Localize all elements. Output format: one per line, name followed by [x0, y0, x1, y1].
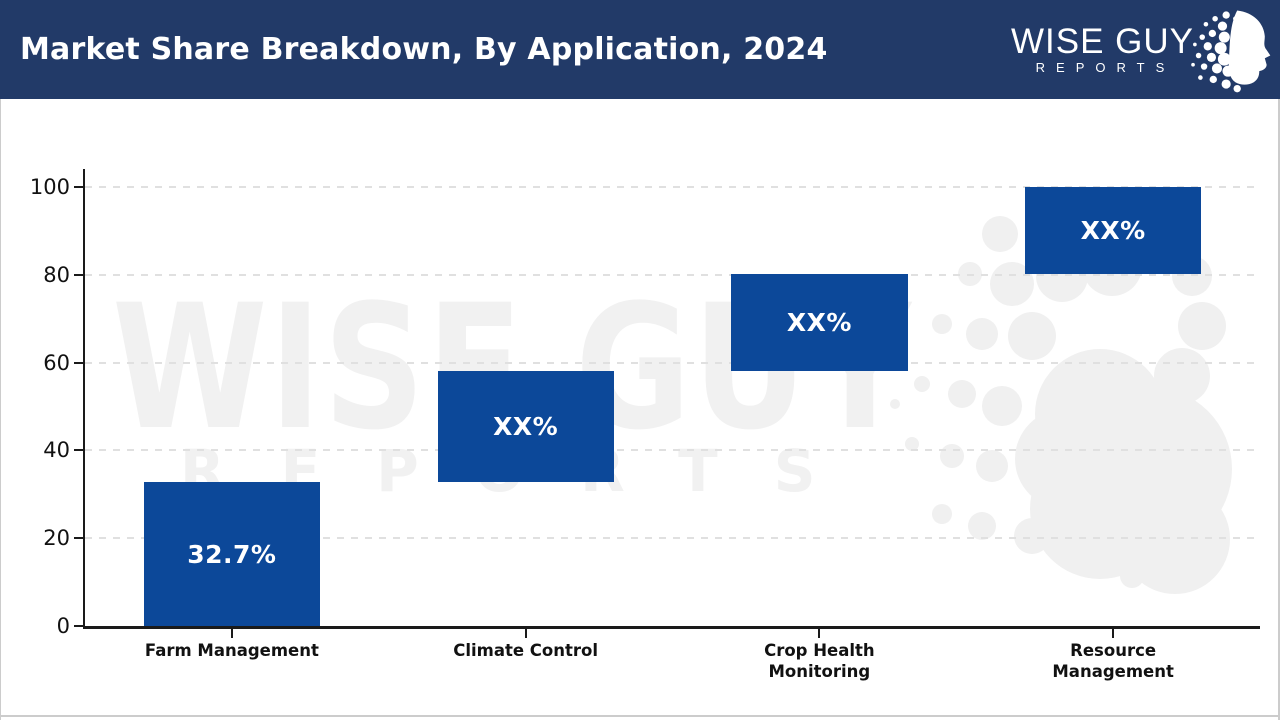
y-tick-40	[74, 449, 83, 452]
chart-area: WISE GUY REPORTS	[0, 99, 1280, 720]
y-tick-label-20: 20	[43, 526, 70, 551]
x-category-label-climate-control: Climate Control	[379, 641, 673, 662]
y-tick-label-80: 80	[43, 262, 70, 287]
y-axis-line	[83, 169, 85, 626]
wiseguy-logo: WISE GUY REPORTS	[1011, 0, 1274, 99]
bar-value-label-resource-management: XX%	[1080, 215, 1146, 245]
x-category-label-crop-health-monitoring: Crop Health Monitoring	[673, 641, 967, 682]
page-border-bottom	[0, 715, 1280, 717]
bar-crop-health-monitoring: XX%	[731, 273, 908, 371]
x-category-label-line: Farm Management	[144, 641, 319, 660]
gridline-100	[85, 186, 1260, 188]
gridline-80	[85, 273, 1260, 276]
x-category-label-farm-management: Farm Management	[85, 641, 379, 662]
x-category-label-line: Climate Control	[453, 641, 599, 660]
y-tick-0	[74, 625, 83, 627]
header-bar: Market Share Breakdown, By Application, …	[0, 0, 1280, 99]
y-tick-label-100: 100	[29, 175, 70, 199]
page-border-right	[1278, 99, 1280, 720]
plot-area: 0 20 40 60 80 100 32.7% Farm Management XX% Clima…	[30, 169, 1260, 681]
gridline-60	[85, 361, 1260, 364]
x-category-label-resource-management: Resource Management	[966, 641, 1260, 682]
y-tick-80	[74, 273, 83, 276]
y-tick-20	[74, 537, 83, 540]
gridline-40	[85, 449, 1260, 452]
logo-face-icon	[1191, 9, 1271, 92]
y-tick-label-60: 60	[43, 350, 70, 375]
y-tick-label-40: 40	[43, 438, 70, 463]
x-category-label-line: Management	[1052, 661, 1174, 681]
bar-resource-management: XX%	[1025, 187, 1202, 274]
x-axis-line	[83, 626, 1260, 629]
gridline-20	[85, 537, 1260, 540]
x-tick-crop-health-monitoring	[818, 629, 821, 638]
x-category-label-line: Monitoring	[768, 661, 871, 681]
y-tick-60	[74, 361, 83, 364]
logo-text: WISE GUY REPORTS	[1010, 21, 1194, 76]
x-tick-resource-management	[1112, 629, 1115, 638]
logo-wiseguy-text: WISE GUY	[1010, 21, 1194, 61]
x-tick-climate-control	[524, 629, 527, 638]
bar-climate-control: XX%	[437, 370, 614, 483]
page-border-left	[0, 99, 1, 720]
bar-value-label-climate-control: XX%	[493, 411, 559, 441]
x-category-label-line: Resource	[1070, 641, 1157, 660]
y-tick-100	[74, 186, 83, 188]
logo-reports-text: REPORTS	[1035, 60, 1176, 76]
bar-value-label-crop-health-monitoring: XX%	[786, 307, 852, 337]
page-title: Market Share Breakdown, By Application, …	[20, 32, 828, 67]
y-tick-label-0: 0	[56, 614, 70, 638]
bar-farm-management: 32.7%	[143, 482, 320, 626]
x-tick-farm-management	[230, 629, 233, 638]
x-category-label-line: Crop Health	[764, 641, 875, 660]
bar-value-label-farm-management: 32.7%	[187, 539, 277, 569]
